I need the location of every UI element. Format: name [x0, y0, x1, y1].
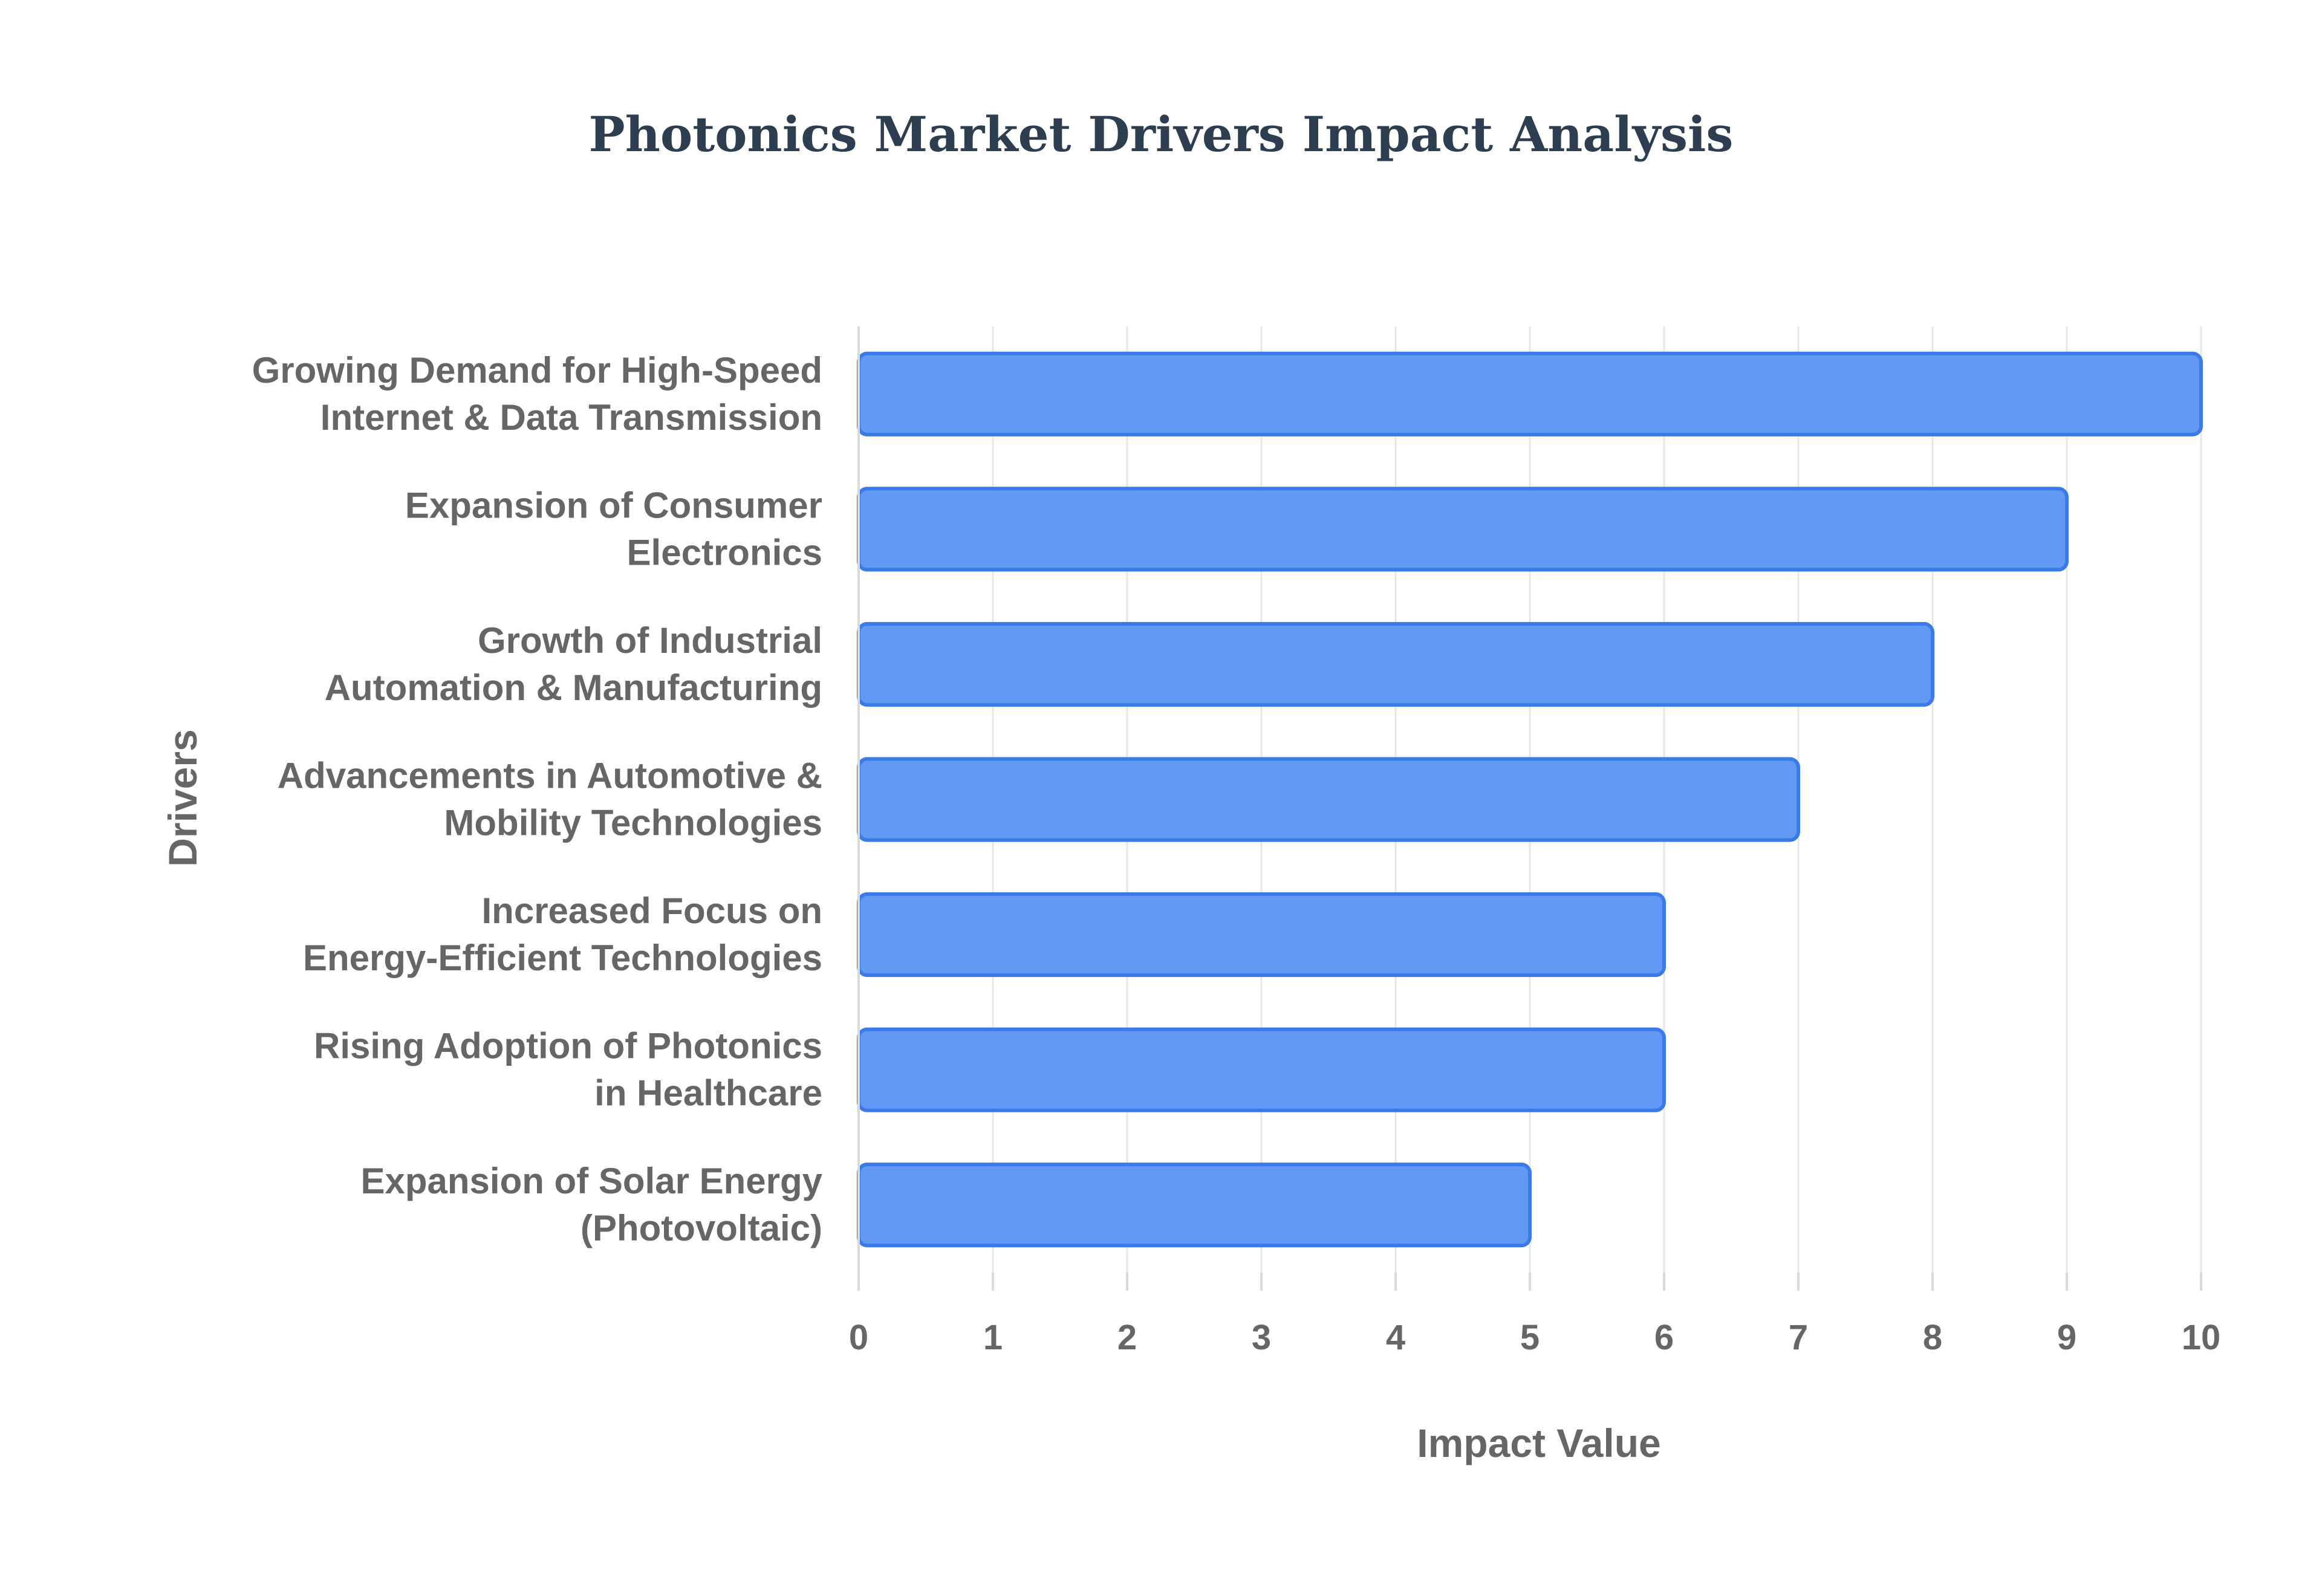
- category-label: Rising Adoption of Photonics in Healthcar…: [314, 1026, 822, 1114]
- x-tick-label: 7: [1789, 1318, 1808, 1357]
- bar: [857, 621, 1934, 707]
- x-tick-label: 3: [1252, 1318, 1271, 1357]
- x-axis: 0 1 2 3 4 5 6 7 8 9 10: [849, 326, 2220, 1357]
- category-label: Growing Demand for High-Speed Internet & …: [252, 350, 822, 438]
- category-label: Expansion of Solar Energy (Photovoltaic): [360, 1161, 822, 1248]
- x-tick-label: 9: [2057, 1318, 2076, 1357]
- y-axis-title: Drivers: [160, 729, 205, 867]
- x-tick-label: 4: [1386, 1318, 1405, 1357]
- x-tick-label: 8: [1923, 1318, 1942, 1357]
- bar: [857, 892, 1666, 978]
- x-tick-label: 2: [1117, 1318, 1137, 1357]
- category-label: Expansion of Consumer Electronics: [405, 485, 822, 573]
- x-tick-label: 1: [983, 1318, 1003, 1357]
- x-tick-label: 5: [1520, 1318, 1540, 1357]
- x-tick-label: 0: [849, 1318, 868, 1357]
- category-label: Increased Focus on Energy-Efficient Techn…: [303, 890, 822, 978]
- bar: [857, 1027, 1666, 1112]
- bar: [857, 351, 2203, 436]
- category-labels: Growing Demand for High-Speed Internet & …: [252, 350, 823, 1248]
- category-label: Growth of Industrial Automation & Manufac…: [325, 620, 822, 708]
- x-tick-label: 10: [2182, 1318, 2221, 1357]
- category-label: Advancements in Automotive & Mobility Tec…: [278, 756, 822, 843]
- chart-title: Photonics Market Drivers Impact Analysis: [589, 106, 1734, 163]
- x-axis-title: Impact Value: [1417, 1421, 1661, 1465]
- bar: [857, 1163, 1532, 1248]
- bars: [857, 351, 2203, 1248]
- bar: [857, 487, 2069, 572]
- bar: [857, 757, 1800, 842]
- x-tick-label: 6: [1654, 1318, 1674, 1357]
